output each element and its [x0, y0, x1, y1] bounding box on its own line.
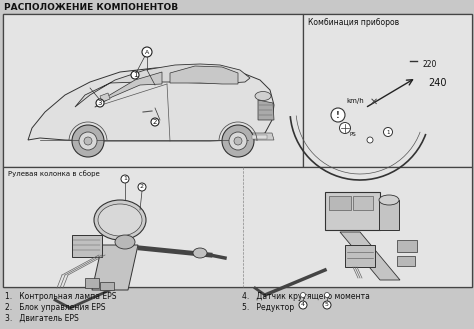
- Circle shape: [222, 125, 254, 157]
- Ellipse shape: [379, 195, 399, 205]
- Text: !: !: [336, 111, 340, 119]
- Polygon shape: [28, 68, 274, 141]
- Bar: [3, 14, 472, 287]
- Text: 240: 240: [428, 78, 447, 89]
- Bar: [379, 200, 399, 230]
- Text: 2.   Блок управления EPS: 2. Блок управления EPS: [5, 303, 106, 312]
- Bar: [397, 256, 415, 266]
- Bar: [303, 14, 472, 167]
- Circle shape: [339, 122, 350, 134]
- Circle shape: [138, 183, 146, 191]
- Circle shape: [301, 292, 306, 297]
- Text: ✕: ✕: [370, 97, 378, 107]
- Circle shape: [96, 99, 104, 107]
- Circle shape: [234, 137, 242, 145]
- Text: 220: 220: [422, 60, 437, 69]
- Bar: [353, 196, 373, 210]
- Text: 3: 3: [98, 100, 102, 106]
- Bar: [325, 192, 380, 230]
- Text: A: A: [145, 49, 149, 55]
- Circle shape: [299, 301, 307, 309]
- Circle shape: [229, 132, 247, 150]
- Bar: [72, 235, 102, 257]
- Text: 4: 4: [301, 302, 305, 308]
- Bar: [345, 245, 375, 267]
- Text: Комбинация приборов: Комбинация приборов: [308, 18, 399, 27]
- Circle shape: [323, 301, 331, 309]
- Text: km/h: km/h: [346, 98, 364, 104]
- Ellipse shape: [255, 91, 271, 100]
- Ellipse shape: [94, 200, 146, 240]
- Polygon shape: [246, 133, 274, 140]
- Text: Рулевая колонка в сборе: Рулевая колонка в сборе: [8, 170, 100, 177]
- Text: 1.   Контрольная лампа EPS: 1. Контрольная лампа EPS: [5, 292, 117, 301]
- Polygon shape: [258, 100, 274, 120]
- Polygon shape: [170, 66, 238, 84]
- Ellipse shape: [115, 235, 135, 249]
- Circle shape: [325, 292, 329, 297]
- Bar: [252, 135, 267, 139]
- Text: 1: 1: [386, 130, 390, 135]
- Bar: [3, 167, 472, 287]
- Text: 2: 2: [153, 119, 157, 125]
- Text: 5: 5: [325, 302, 329, 308]
- Circle shape: [121, 175, 129, 183]
- Text: РАСПОЛОЖЕНИЕ КОМПОНЕНТОВ: РАСПОЛОЖЕНИЕ КОМПОНЕНТОВ: [4, 3, 178, 12]
- Polygon shape: [75, 64, 250, 107]
- Circle shape: [72, 125, 104, 157]
- Circle shape: [151, 118, 159, 126]
- Ellipse shape: [193, 248, 207, 258]
- Bar: [329, 196, 351, 210]
- Text: 3.   Двигатель EPS: 3. Двигатель EPS: [5, 314, 79, 323]
- Text: PS: PS: [350, 132, 357, 137]
- Polygon shape: [92, 245, 138, 290]
- Ellipse shape: [98, 204, 142, 236]
- Text: 2: 2: [140, 185, 144, 190]
- Circle shape: [142, 47, 152, 57]
- Text: 1: 1: [123, 176, 127, 182]
- Bar: [100, 282, 114, 290]
- Circle shape: [79, 132, 97, 150]
- Bar: [85, 278, 99, 288]
- Text: 1: 1: [133, 72, 137, 78]
- Circle shape: [84, 137, 92, 145]
- Polygon shape: [340, 232, 400, 280]
- Bar: [397, 240, 417, 252]
- Bar: [3, 14, 303, 167]
- Circle shape: [383, 128, 392, 137]
- Circle shape: [331, 108, 345, 122]
- Circle shape: [367, 137, 373, 143]
- Polygon shape: [95, 72, 162, 107]
- Text: 4.   Датчик крутящего момента: 4. Датчик крутящего момента: [242, 292, 370, 301]
- Polygon shape: [100, 93, 110, 102]
- Circle shape: [131, 71, 139, 79]
- Text: 5.   Редуктор: 5. Редуктор: [242, 303, 294, 312]
